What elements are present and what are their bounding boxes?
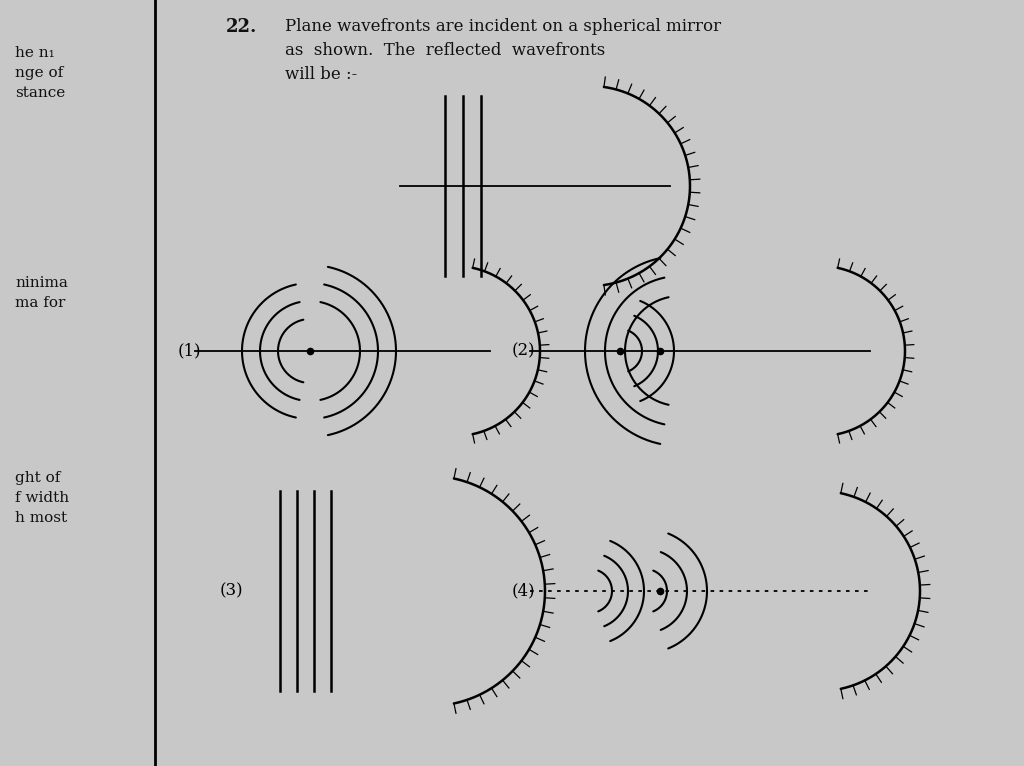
Text: (3): (3) — [220, 582, 244, 600]
Text: h most: h most — [15, 511, 68, 525]
Text: (2): (2) — [512, 342, 536, 359]
Text: he n₁: he n₁ — [15, 46, 54, 60]
Text: (1): (1) — [178, 342, 202, 359]
Text: stance: stance — [15, 86, 66, 100]
Text: f width: f width — [15, 491, 70, 505]
Text: nge of: nge of — [15, 66, 63, 80]
Text: ma for: ma for — [15, 296, 66, 310]
Text: Plane wavefronts are incident on a spherical mirror: Plane wavefronts are incident on a spher… — [285, 18, 721, 35]
Text: ninima: ninima — [15, 276, 68, 290]
Text: as  shown.  The  reflected  wavefronts: as shown. The reflected wavefronts — [285, 42, 605, 59]
Text: ght of: ght of — [15, 471, 60, 485]
Text: will be :-: will be :- — [285, 66, 357, 83]
Text: 22.: 22. — [226, 18, 257, 36]
Text: (4): (4) — [512, 582, 536, 600]
